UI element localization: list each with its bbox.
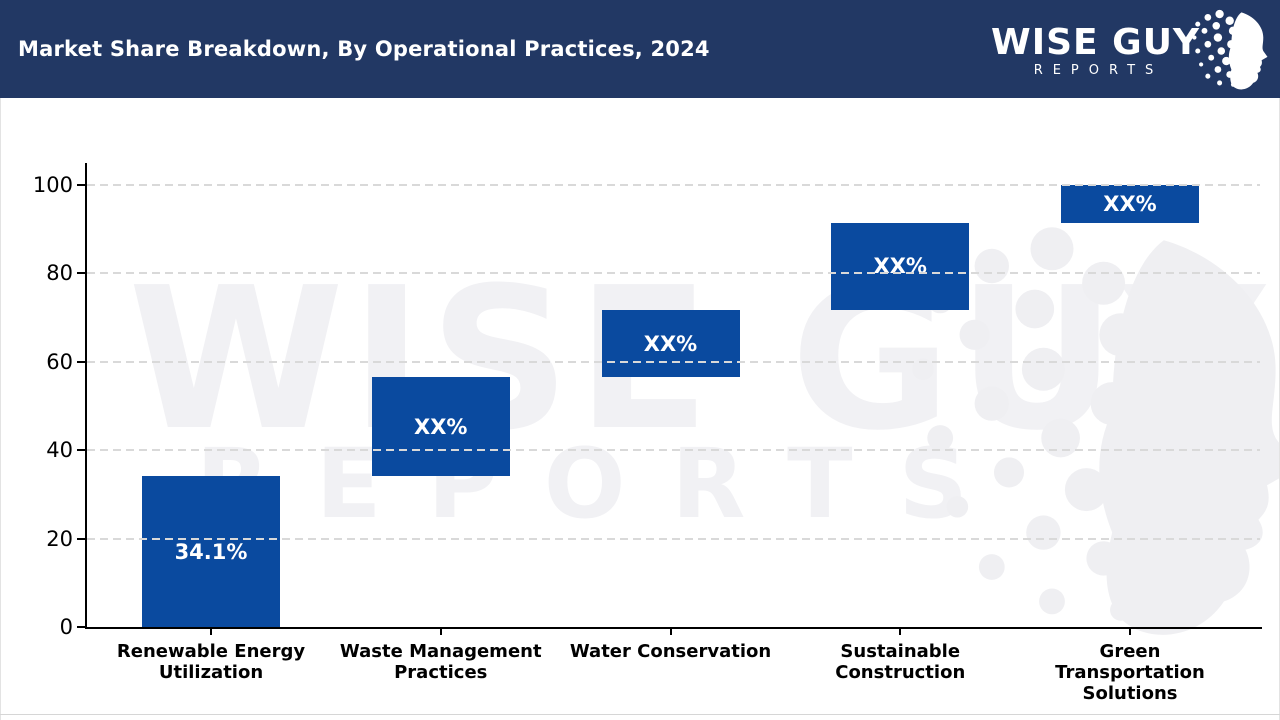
- logo-wordmark: WISE GUY REPORTS: [990, 22, 1200, 79]
- plot-area: 0 20 40 60 80 100 34.1% XX% XX% XX% XX% Renewable E…: [33, 163, 1262, 704]
- wiseguy-face-icon: [1192, 9, 1268, 90]
- logo-tagline-text: REPORTS: [1033, 63, 1164, 78]
- logo-name-text: WISE GUY: [990, 22, 1200, 63]
- x-tick-label: Waste Management Practices: [339, 641, 542, 683]
- bar-segment: XX%: [1061, 185, 1199, 223]
- gridline: [87, 272, 1260, 275]
- wiseguy-logo: WISE GUY REPORTS: [991, 6, 1270, 96]
- bar-value-label: XX%: [414, 414, 468, 439]
- y-axis-line: [85, 163, 87, 629]
- x-tick-mark: [439, 629, 442, 635]
- gridline: [87, 360, 1260, 363]
- bar-segment: XX%: [601, 310, 740, 378]
- x-tick-label: Sustainable Construction: [835, 641, 966, 683]
- chart-title: Market Share Breakdown, By Operational P…: [18, 37, 710, 61]
- chart-area: WISE GUY REPORTS 02040608010034.1%XX%XX%…: [0, 98, 1280, 714]
- x-tick-label: Water Conservation: [569, 641, 772, 662]
- gridline: [87, 537, 1260, 540]
- y-tick-mark: [77, 360, 85, 363]
- header-bar: Market Share Breakdown, By Operational P…: [0, 0, 1280, 98]
- bar-value-label: XX%: [643, 331, 698, 356]
- y-tick-label: 100: [32, 173, 73, 197]
- x-tick-mark: [669, 629, 672, 635]
- x-tick-mark: [899, 629, 902, 635]
- gridline: [87, 449, 1260, 452]
- x-tick-label: Renewable Energy Utilization: [116, 641, 306, 683]
- y-tick-label: 0: [59, 615, 73, 639]
- x-tick-mark: [1129, 629, 1131, 635]
- bar-value-label: XX%: [1103, 191, 1157, 216]
- y-tick-mark: [77, 626, 85, 628]
- x-tick-label: Green Transportation Solutions: [1055, 641, 1205, 704]
- y-tick-mark: [77, 449, 85, 452]
- y-tick-label: 80: [46, 261, 73, 286]
- y-tick-mark: [77, 537, 85, 540]
- y-tick-mark: [77, 272, 85, 275]
- gridline: [87, 184, 1260, 186]
- watermark-face-icon: [912, 227, 1280, 635]
- y-tick-label: 60: [46, 349, 73, 374]
- bar-segment: XX%: [371, 377, 510, 477]
- x-axis-line: [85, 627, 1262, 629]
- bar-value-label: 34.1%: [174, 539, 248, 564]
- y-tick-label: 40: [46, 438, 73, 463]
- watermark-tagline: REPORTS: [196, 428, 1014, 540]
- bar-segment: XX%: [831, 222, 970, 311]
- x-tick-mark: [210, 629, 212, 635]
- bar-segment: 34.1%: [142, 476, 280, 627]
- bottom-divider: [0, 714, 1280, 715]
- y-tick-mark: [77, 184, 85, 186]
- page-left-border: [0, 0, 1, 720]
- bar-value-label: XX%: [873, 254, 927, 279]
- y-tick-label: 20: [46, 526, 73, 551]
